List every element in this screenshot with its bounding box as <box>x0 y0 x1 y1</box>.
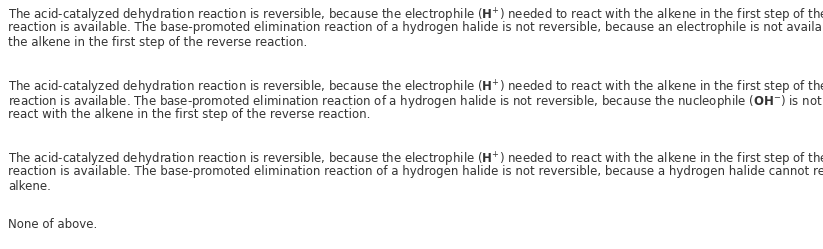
Text: reaction is available. The base-promoted elimination reaction of a hydrogen hali: reaction is available. The base-promoted… <box>8 94 823 111</box>
Text: the alkene in the first step of the reverse reaction.: the alkene in the first step of the reve… <box>8 36 307 49</box>
Text: reaction is available. The base-promoted elimination reaction of a hydrogen hali: reaction is available. The base-promoted… <box>8 166 823 179</box>
Text: None of above.: None of above. <box>8 218 97 231</box>
Text: react with the alkene in the first step of the reverse reaction.: react with the alkene in the first step … <box>8 108 370 121</box>
Text: reaction is available. The base-promoted elimination reaction of a hydrogen hali: reaction is available. The base-promoted… <box>8 21 823 35</box>
Text: The acid-catalyzed dehydration reaction is reversible, because the electrophile : The acid-catalyzed dehydration reaction … <box>8 79 823 97</box>
Text: The acid-catalyzed dehydration reaction is reversible, because the electrophile : The acid-catalyzed dehydration reaction … <box>8 7 823 25</box>
Text: alkene.: alkene. <box>8 180 51 193</box>
Text: The acid-catalyzed dehydration reaction is reversible, because the electrophile : The acid-catalyzed dehydration reaction … <box>8 151 823 169</box>
